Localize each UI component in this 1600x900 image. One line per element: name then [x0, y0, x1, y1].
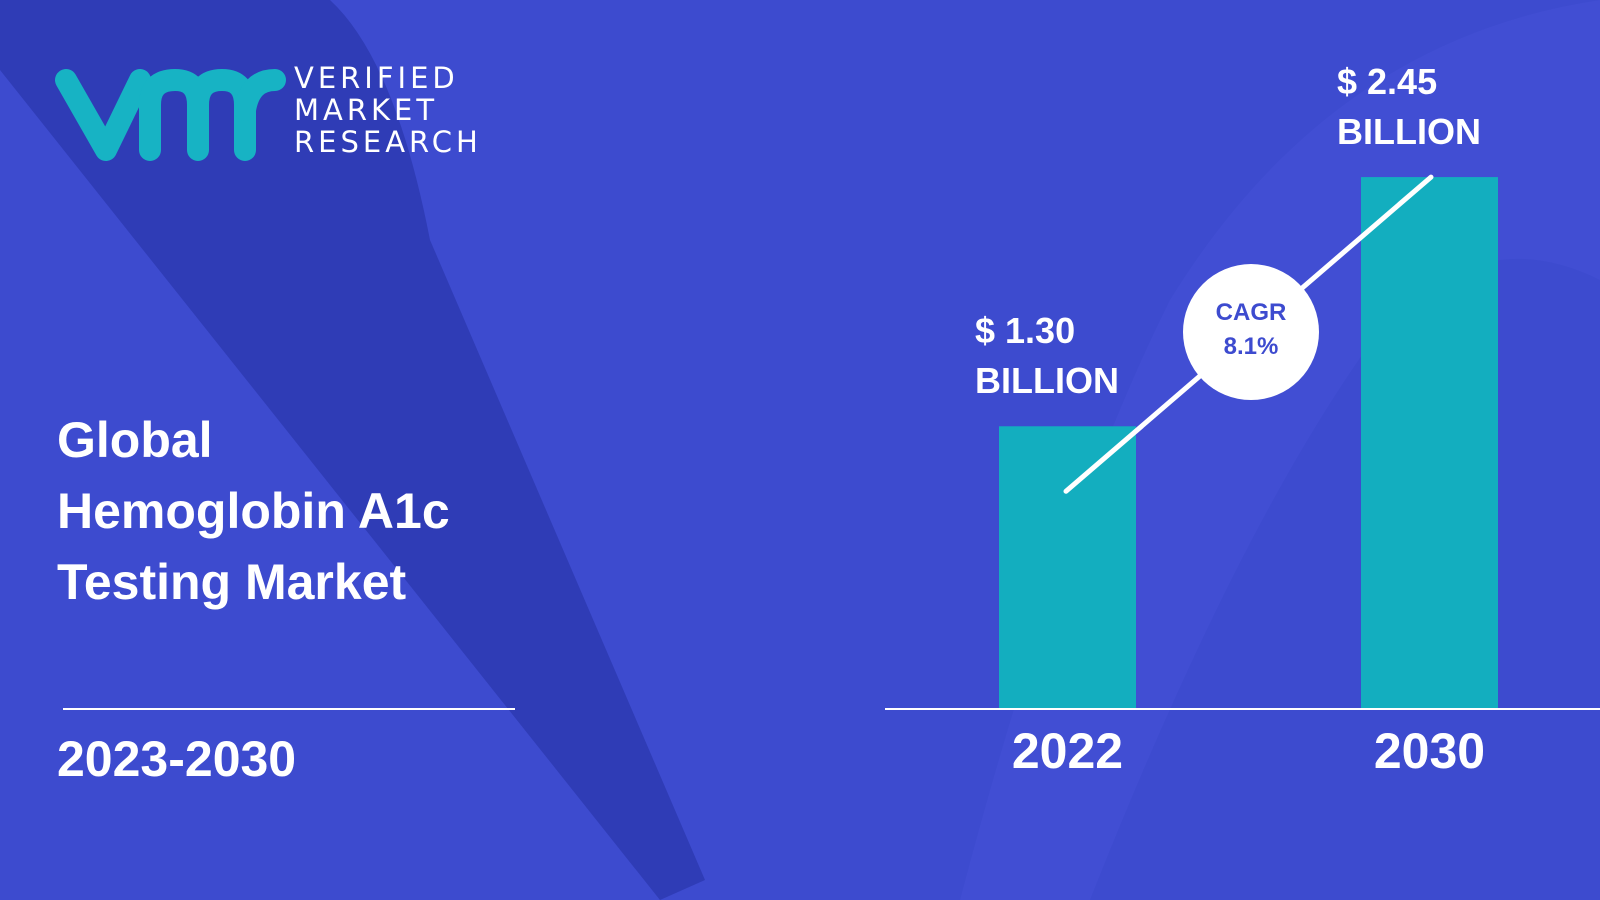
period: 2023-2030	[57, 731, 297, 787]
title: Global Hemoglobin A1c Testing Market	[57, 412, 450, 610]
bar	[999, 426, 1136, 708]
value-label: $ 1.30 BILLION	[975, 310, 1119, 402]
x-tick-label: 2022	[1011, 723, 1124, 779]
logo-text: VERIFIED MARKET RESEARCH	[294, 61, 482, 159]
cagr-annotation: CAGR 8.1%	[1215, 299, 1287, 361]
cagr-badge	[1183, 264, 1319, 401]
bar	[1361, 177, 1498, 708]
x-tick-label: 2030	[1373, 723, 1486, 779]
background-shape	[0, 0, 705, 900]
value-label: $ 2.45 BILLION	[1337, 61, 1481, 153]
logo-mark	[55, 69, 286, 161]
